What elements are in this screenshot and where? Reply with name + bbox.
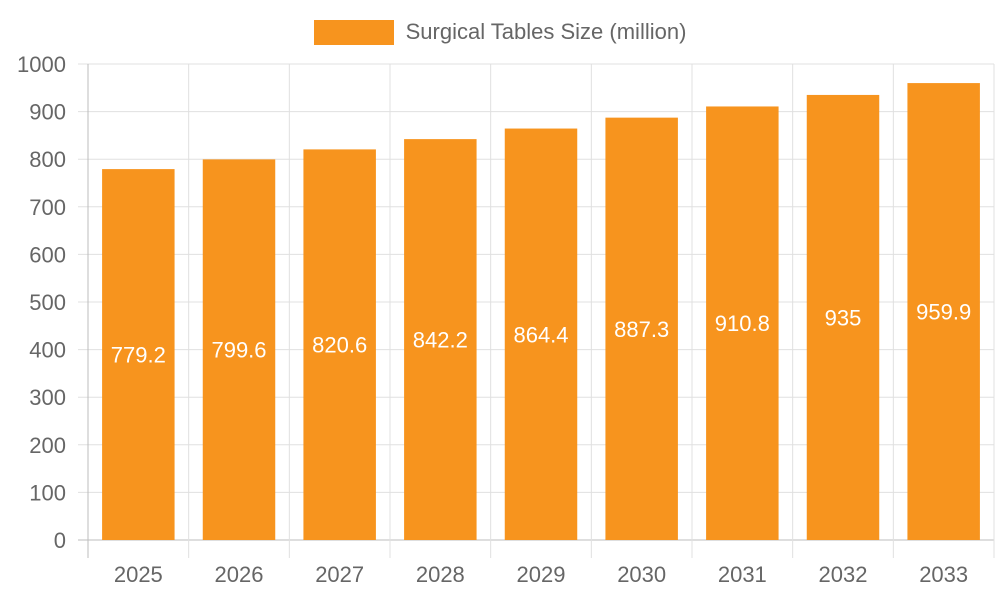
y-tick-label: 400 xyxy=(29,338,66,363)
y-tick-label: 200 xyxy=(29,433,66,458)
data-label: 910.8 xyxy=(715,311,770,336)
y-tick-label: 800 xyxy=(29,147,66,172)
y-tick-label: 300 xyxy=(29,385,66,410)
x-tick-label: 2033 xyxy=(919,562,968,587)
data-labels: 779.2 799.6 820.6 842.2 864.4 887.3 910.8 935 95… xyxy=(111,300,971,368)
bars xyxy=(102,83,980,541)
bar xyxy=(404,139,477,540)
y-tick-label: 1000 xyxy=(17,52,66,77)
bar xyxy=(102,169,175,540)
data-label: 779.2 xyxy=(111,343,166,368)
x-tick-label: 2025 xyxy=(114,562,163,587)
legend-label: Surgical Tables Size (million) xyxy=(405,19,687,44)
bar xyxy=(706,106,779,540)
y-tick-label: 100 xyxy=(29,480,66,505)
x-tick-label: 2028 xyxy=(416,562,465,587)
y-tick-label: 900 xyxy=(29,100,66,125)
legend-swatch xyxy=(313,19,394,45)
bar xyxy=(907,83,980,541)
x-tick-label: 2031 xyxy=(718,562,767,587)
axes: 0 100 200 300 400 500 600 700 800 900 1000 2025 2026… xyxy=(17,52,968,587)
bar xyxy=(202,159,276,541)
x-tick-label: 2029 xyxy=(517,562,566,587)
data-label: 887.3 xyxy=(614,317,669,342)
x-tick-label: 2026 xyxy=(215,562,264,587)
bar xyxy=(605,117,678,540)
data-label: 935 xyxy=(825,305,862,330)
x-tick-label: 2027 xyxy=(315,562,364,587)
bar xyxy=(504,128,578,540)
legend[interactable]: Surgical Tables Size (million) xyxy=(0,18,1000,46)
bar xyxy=(806,94,880,540)
y-tick-label: 0 xyxy=(54,528,66,553)
y-tick-label: 500 xyxy=(29,290,66,315)
y-tick-label: 600 xyxy=(29,242,66,267)
x-tick-label: 2032 xyxy=(819,562,868,587)
data-label: 959.9 xyxy=(916,300,971,325)
data-label: 842.2 xyxy=(413,328,468,353)
data-label: 799.6 xyxy=(211,338,266,363)
x-tick-label: 2030 xyxy=(617,562,666,587)
bar xyxy=(303,149,376,540)
y-tick-label: 700 xyxy=(29,195,66,220)
data-label: 864.4 xyxy=(513,322,568,347)
data-label: 820.6 xyxy=(312,333,367,358)
